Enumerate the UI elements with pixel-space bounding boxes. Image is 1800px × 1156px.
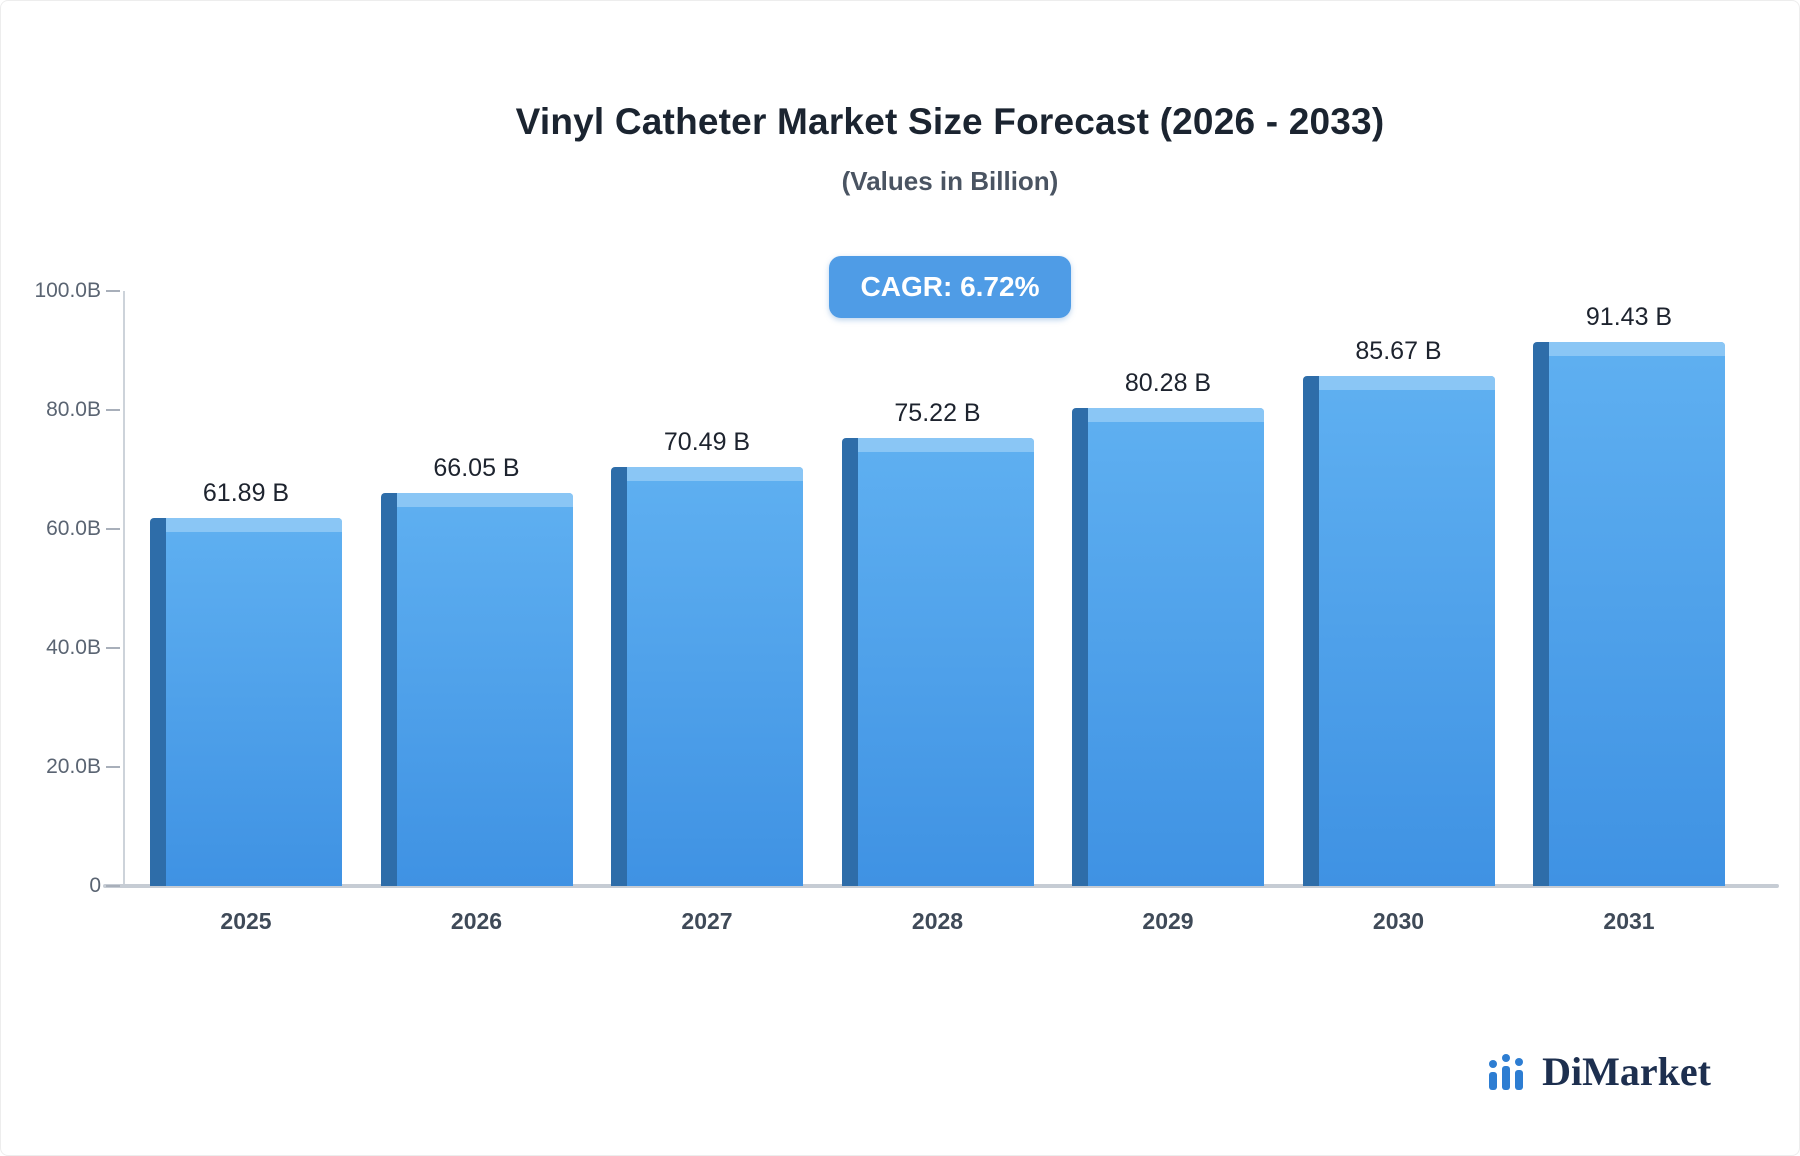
cagr-badge: CAGR: 6.72% xyxy=(828,256,1072,318)
y-tick-mark xyxy=(106,290,120,292)
y-tick-label: 60.0B xyxy=(46,517,101,540)
x-axis-category-label: 2026 xyxy=(450,908,503,934)
bar-top-highlight xyxy=(1318,376,1495,390)
bar-side-face xyxy=(1302,376,1319,886)
bar-top-highlight xyxy=(857,438,1034,452)
bar-side-face xyxy=(1072,408,1088,886)
y-tick-mark xyxy=(106,766,120,768)
x-axis-category-label: 2027 xyxy=(681,908,733,934)
plot-area: 61.89 B 2025 66.05 B 2026 70.49 B 2027 75.22 B… xyxy=(103,290,1779,934)
bar-side-face xyxy=(380,493,397,886)
bar-side-face xyxy=(841,438,858,886)
x-axis-category-label: 2025 xyxy=(220,908,272,934)
x-axis-category-label: 2029 xyxy=(1142,908,1194,934)
x-axis-line xyxy=(103,884,1779,888)
bar[interactable] xyxy=(380,493,573,886)
bar-front-face xyxy=(1088,408,1264,886)
bar-front-face xyxy=(1318,376,1495,886)
y-tick-label: 0 xyxy=(89,874,101,897)
y-tick-label: 100.0B xyxy=(34,279,101,302)
cagr-badge-row: CAGR: 6.72% xyxy=(123,256,1777,318)
y-tick-mark xyxy=(106,409,120,411)
bar[interactable] xyxy=(841,438,1034,886)
bar-top-highlight xyxy=(1549,342,1725,356)
bar-value-label: 75.22 B xyxy=(894,399,981,427)
bar-value-label: 61.89 B xyxy=(202,479,290,507)
bar-value-label: 91.43 B xyxy=(1585,303,1673,331)
chart-title: Vinyl Catheter Market Size Forecast (202… xyxy=(515,101,1385,142)
bar[interactable] xyxy=(1072,408,1264,886)
bar-top-highlight xyxy=(396,493,573,507)
x-axis-category-label: 2030 xyxy=(1372,908,1425,934)
bar-front-face xyxy=(627,467,803,886)
brand-name: DiMarket xyxy=(1542,1048,1711,1094)
bar-chart-logo-icon xyxy=(1489,1054,1524,1090)
y-tick-mark xyxy=(106,528,120,530)
bar[interactable] xyxy=(1302,376,1495,886)
y-tick-mark xyxy=(106,885,120,887)
bar[interactable] xyxy=(150,518,342,886)
x-axis-category-label: 2031 xyxy=(1603,908,1655,934)
bar-front-face xyxy=(857,438,1034,886)
bar-front-face xyxy=(166,518,342,886)
x-axis-category-label: 2028 xyxy=(911,908,964,934)
bar-side-face xyxy=(1533,342,1549,886)
bar[interactable] xyxy=(611,467,803,886)
chart-subtitle: (Values in Billion) xyxy=(841,166,1059,196)
bar-front-face xyxy=(1549,342,1725,886)
bar-side-face xyxy=(150,518,166,886)
bar-top-highlight xyxy=(627,467,803,481)
y-tick-label: 20.0B xyxy=(46,755,101,778)
bar[interactable] xyxy=(1533,342,1725,886)
y-tick-label: 40.0B xyxy=(46,636,101,659)
y-axis-labels: 100.0B 80.0B 60.0B 40.0B 20.0B 0 xyxy=(1,279,101,897)
y-tick-label: 80.0B xyxy=(46,398,101,421)
y-axis-line xyxy=(123,291,125,886)
bar-top-highlight xyxy=(1088,408,1264,422)
bar-value-label: 70.49 B xyxy=(663,428,751,456)
bar-value-label: 80.28 B xyxy=(1124,369,1212,397)
y-tick-mark xyxy=(106,647,120,649)
bar-value-label: 85.67 B xyxy=(1355,337,1442,365)
brand-logo[interactable]: DiMarket xyxy=(1484,1043,1711,1099)
bar-top-highlight xyxy=(166,518,342,532)
bar-value-label: 66.05 B xyxy=(433,454,520,482)
bar-side-face xyxy=(611,467,627,886)
bar-front-face xyxy=(396,493,573,886)
